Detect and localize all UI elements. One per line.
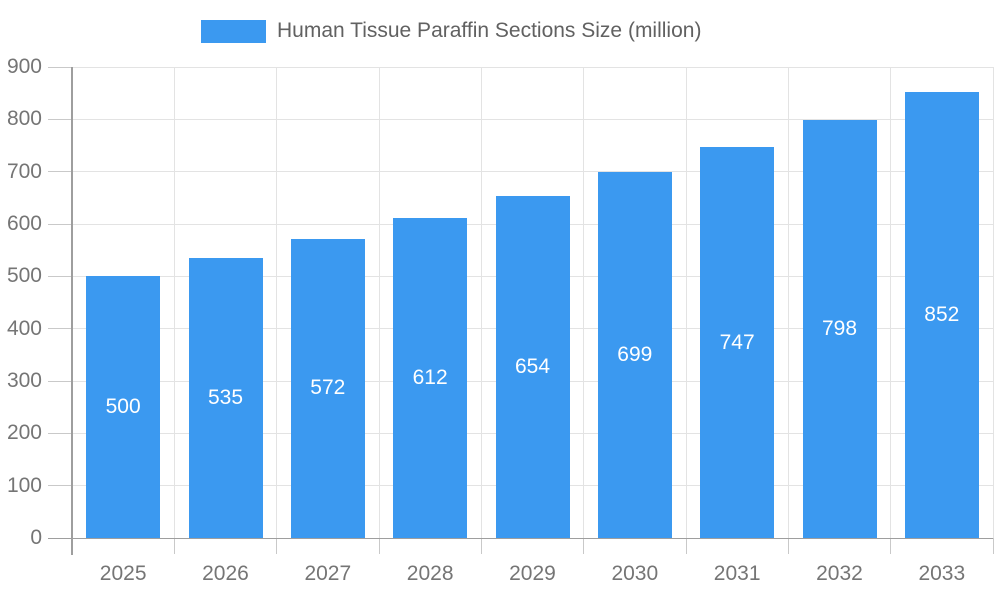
x-axis-tick <box>685 538 687 554</box>
bar-2027[interactable] <box>290 238 365 538</box>
x-axis-tick-label: 2030 <box>611 562 659 585</box>
y-axis-tick-label: 500 <box>6 264 42 288</box>
x-axis-tick-label: 2025 <box>99 562 147 585</box>
y-axis-tick-label: 900 <box>6 55 42 78</box>
x-axis-tick <box>787 538 789 554</box>
x-axis-tick-label: 2031 <box>713 562 761 585</box>
bar-2028[interactable] <box>393 217 468 538</box>
gridline-vertical <box>378 67 380 538</box>
bar-2025[interactable] <box>86 276 161 538</box>
bar-2029[interactable] <box>495 195 570 538</box>
legend-label: Human Tissue Paraffin Sections Size (mil… <box>277 19 702 42</box>
x-axis-tick <box>890 538 892 554</box>
y-axis-tick-label: 100 <box>6 473 42 497</box>
y-axis-tick-label: 700 <box>6 159 42 183</box>
x-axis-tick-label: 2032 <box>816 562 863 585</box>
y-axis-tick <box>48 66 72 68</box>
y-axis-tick <box>48 537 72 539</box>
bar-2026[interactable] <box>188 258 263 538</box>
gridline-vertical <box>583 67 585 538</box>
y-axis-tick <box>48 118 72 120</box>
gridline-vertical <box>890 67 892 538</box>
x-axis-tick <box>583 538 585 554</box>
x-axis-tick-label: 2026 <box>202 562 249 585</box>
x-axis-tick-label: 2027 <box>304 562 352 585</box>
y-axis-tick <box>48 328 72 330</box>
gridline-horizontal <box>72 66 993 68</box>
x-axis-tick <box>173 538 175 554</box>
y-axis-tick <box>48 432 72 434</box>
gridline-vertical <box>276 67 278 538</box>
x-axis-tick <box>276 538 278 554</box>
y-axis-tick <box>48 275 72 277</box>
y-axis-tick-label: 200 <box>6 421 42 445</box>
gridline-vertical <box>480 67 482 538</box>
bar-2033[interactable] <box>904 92 979 538</box>
y-axis-tick <box>48 223 72 225</box>
gridline-vertical <box>787 67 789 538</box>
y-axis-tick-label: 400 <box>6 316 42 340</box>
x-axis-tick <box>71 538 73 554</box>
y-axis-tick <box>48 380 72 382</box>
gridline-vertical <box>992 67 994 538</box>
x-axis-tick <box>480 538 482 554</box>
x-axis-tick-label: 2033 <box>918 562 966 585</box>
y-axis-tick <box>48 485 72 487</box>
gridline-vertical <box>685 67 687 538</box>
x-axis-tick <box>378 538 380 554</box>
y-axis-tick-label: 600 <box>6 212 42 235</box>
gridline-vertical <box>173 67 175 538</box>
y-axis-tick-label: 300 <box>6 369 42 392</box>
y-axis-tick-label: 0 <box>30 526 42 549</box>
x-axis-tick <box>992 538 994 554</box>
bar-2031[interactable] <box>700 147 775 538</box>
bar-2030[interactable] <box>597 172 672 538</box>
x-axis-tick-label: 2029 <box>509 562 556 585</box>
legend-swatch-icon <box>201 19 266 43</box>
bar-2032[interactable] <box>802 120 877 538</box>
legend-item[interactable]: Human Tissue Paraffin Sections Size (mil… <box>201 19 701 43</box>
y-axis-line <box>71 67 73 555</box>
y-axis-tick <box>48 171 72 173</box>
x-axis-tick-label: 2028 <box>406 562 454 585</box>
y-axis-tick-label: 800 <box>6 107 42 131</box>
